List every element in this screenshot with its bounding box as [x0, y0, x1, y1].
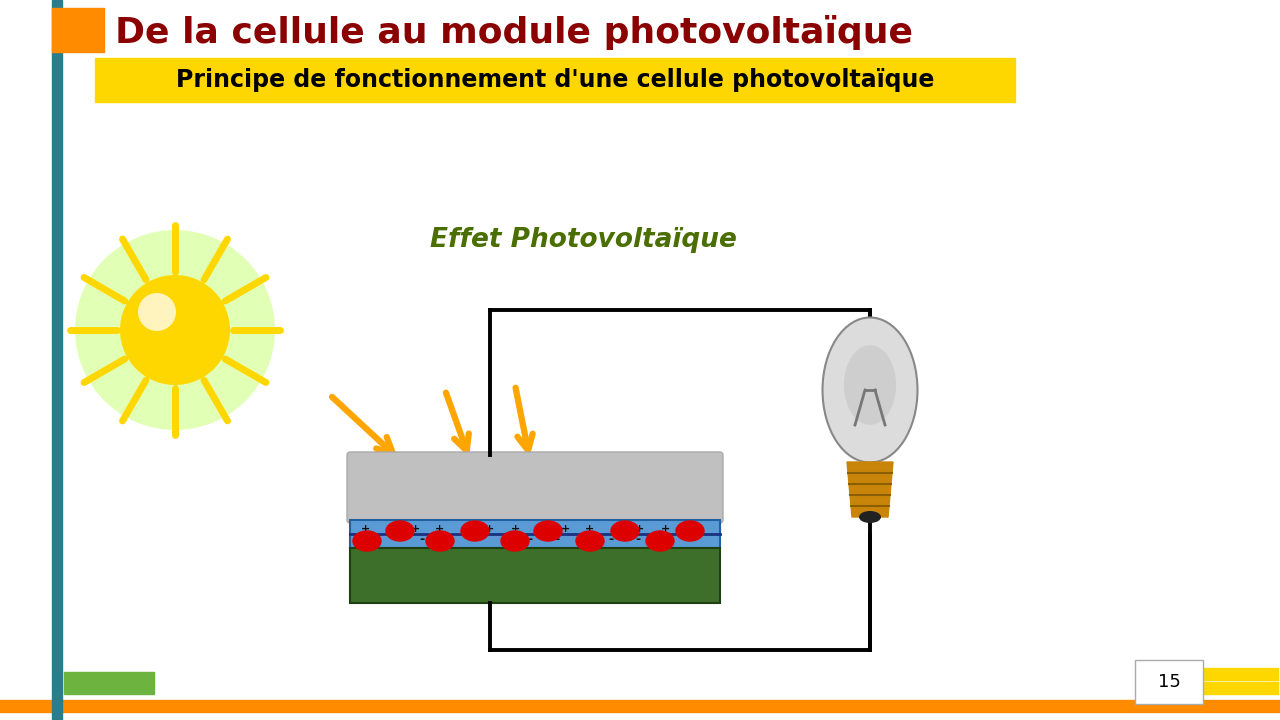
Text: +: +	[535, 524, 544, 534]
Bar	[349, 520, 719, 548]
Text: +: +	[511, 524, 520, 534]
Text: +: +	[435, 524, 444, 534]
Ellipse shape	[120, 275, 230, 385]
Text: +: +	[685, 524, 695, 534]
Ellipse shape	[844, 345, 896, 425]
Text: -: -	[500, 533, 506, 546]
Ellipse shape	[576, 531, 604, 551]
Text: +: +	[385, 524, 394, 534]
Text: Effet Photovoltaïque: Effet Photovoltaïque	[430, 227, 737, 253]
Text: +: +	[485, 524, 494, 534]
Bar	[1203, 668, 1277, 680]
Ellipse shape	[646, 531, 675, 551]
Text: -: -	[365, 533, 371, 546]
Bar	[52, 8, 104, 52]
Ellipse shape	[500, 531, 529, 551]
Text: +: +	[635, 524, 645, 534]
Text: +: +	[411, 524, 420, 534]
Text: -: -	[393, 533, 398, 546]
Text: -: -	[554, 533, 559, 546]
Bar	[0, 700, 1280, 712]
Text: De la cellule au module photovoltaïque: De la cellule au module photovoltaïque	[115, 14, 913, 50]
Ellipse shape	[461, 521, 489, 541]
Text: Principe de fonctionnement d'une cellule photovoltaïque: Principe de fonctionnement d'une cellule…	[175, 68, 934, 92]
Text: 15: 15	[1157, 673, 1180, 691]
Ellipse shape	[676, 521, 704, 541]
Bar	[64, 672, 154, 694]
Ellipse shape	[426, 531, 454, 551]
Bar	[1203, 682, 1277, 694]
Ellipse shape	[353, 531, 381, 551]
Text: -: -	[447, 533, 452, 546]
Text: -: -	[635, 533, 640, 546]
Text: -: -	[581, 533, 586, 546]
Ellipse shape	[611, 521, 639, 541]
Polygon shape	[847, 462, 893, 517]
Text: +: +	[561, 524, 570, 534]
Text: -: -	[690, 533, 695, 546]
Text: -: -	[608, 533, 613, 546]
Text: +: +	[611, 524, 620, 534]
Ellipse shape	[387, 521, 413, 541]
Bar	[349, 548, 719, 603]
Bar	[95, 58, 1015, 102]
Text: +: +	[461, 524, 470, 534]
Ellipse shape	[534, 521, 562, 541]
Text: -: -	[663, 533, 668, 546]
Text: -: -	[527, 533, 532, 546]
Text: +: +	[361, 524, 370, 534]
Text: +: +	[660, 524, 669, 534]
Bar	[52, 0, 61, 720]
Text: -: -	[474, 533, 479, 546]
FancyBboxPatch shape	[347, 452, 723, 523]
Ellipse shape	[859, 511, 881, 523]
Text: +: +	[585, 524, 595, 534]
Bar	[1135, 660, 1203, 704]
Ellipse shape	[138, 293, 177, 331]
Ellipse shape	[76, 230, 275, 430]
Ellipse shape	[823, 318, 918, 462]
Text: -: -	[420, 533, 425, 546]
